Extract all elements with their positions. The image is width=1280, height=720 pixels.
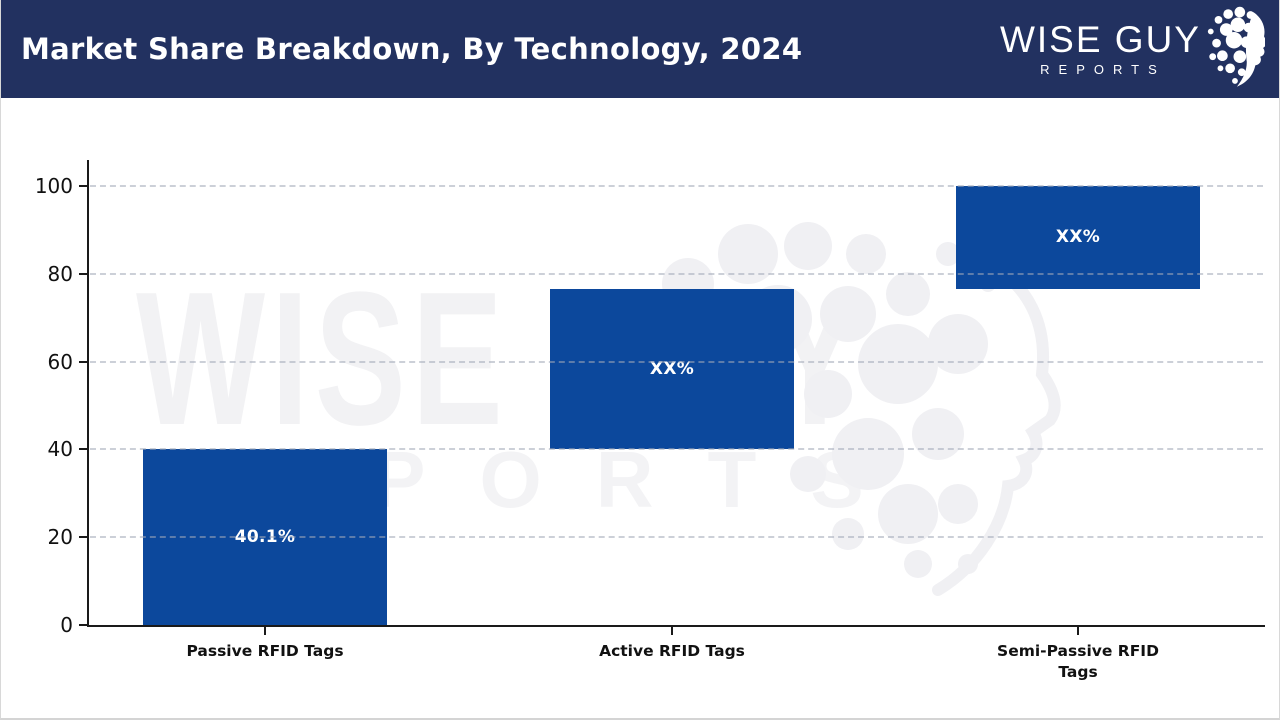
header-bar: Market Share Breakdown, By Technology, 2… — [1, 0, 1279, 98]
y-tick-mark — [79, 272, 87, 275]
gridline — [90, 448, 1263, 451]
x-tick-mark — [1077, 627, 1079, 635]
y-tick-mark — [79, 448, 87, 451]
bar-value-label: XX% — [1055, 227, 1101, 248]
y-axis-line — [87, 160, 89, 627]
gridline — [90, 185, 1263, 187]
logo-face-icon — [1203, 6, 1268, 92]
y-tick-mark — [79, 536, 87, 539]
y-tick-mark — [79, 624, 87, 626]
wiseguy-logo: WISE GUY REPORTS — [999, 6, 1268, 92]
logo-subtitle: REPORTS — [1040, 62, 1166, 77]
y-tick-label: 80 — [47, 261, 73, 286]
y-tick-label: 60 — [47, 349, 73, 374]
x-axis-line — [87, 625, 1265, 627]
x-category-label: Passive RFID Tags — [186, 642, 344, 660]
x-tick-mark — [264, 627, 266, 635]
y-tick-label: 20 — [47, 525, 73, 550]
x-tick-mark — [671, 627, 673, 635]
x-category-label: Semi-Passive RFID Tags — [997, 642, 1159, 681]
page-title: Market Share Breakdown, By Technology, 2… — [21, 32, 803, 66]
logo-text: WISE GUY REPORTS — [999, 19, 1201, 78]
bar-value-label: XX% — [649, 358, 695, 379]
gridline — [90, 536, 1263, 539]
gridline — [90, 272, 1263, 275]
y-tick-label: 40 — [47, 437, 73, 462]
y-tick-label: 100 — [34, 174, 73, 198]
y-tick-mark — [79, 360, 87, 363]
y-tick-label: 0 — [60, 613, 73, 637]
bar-segment: XX% — [550, 288, 794, 449]
x-category-label: Active RFID Tags — [599, 642, 745, 660]
gridline — [90, 360, 1263, 363]
logo-wordmark: WISE GUY — [999, 19, 1201, 60]
y-tick-mark — [79, 185, 87, 187]
